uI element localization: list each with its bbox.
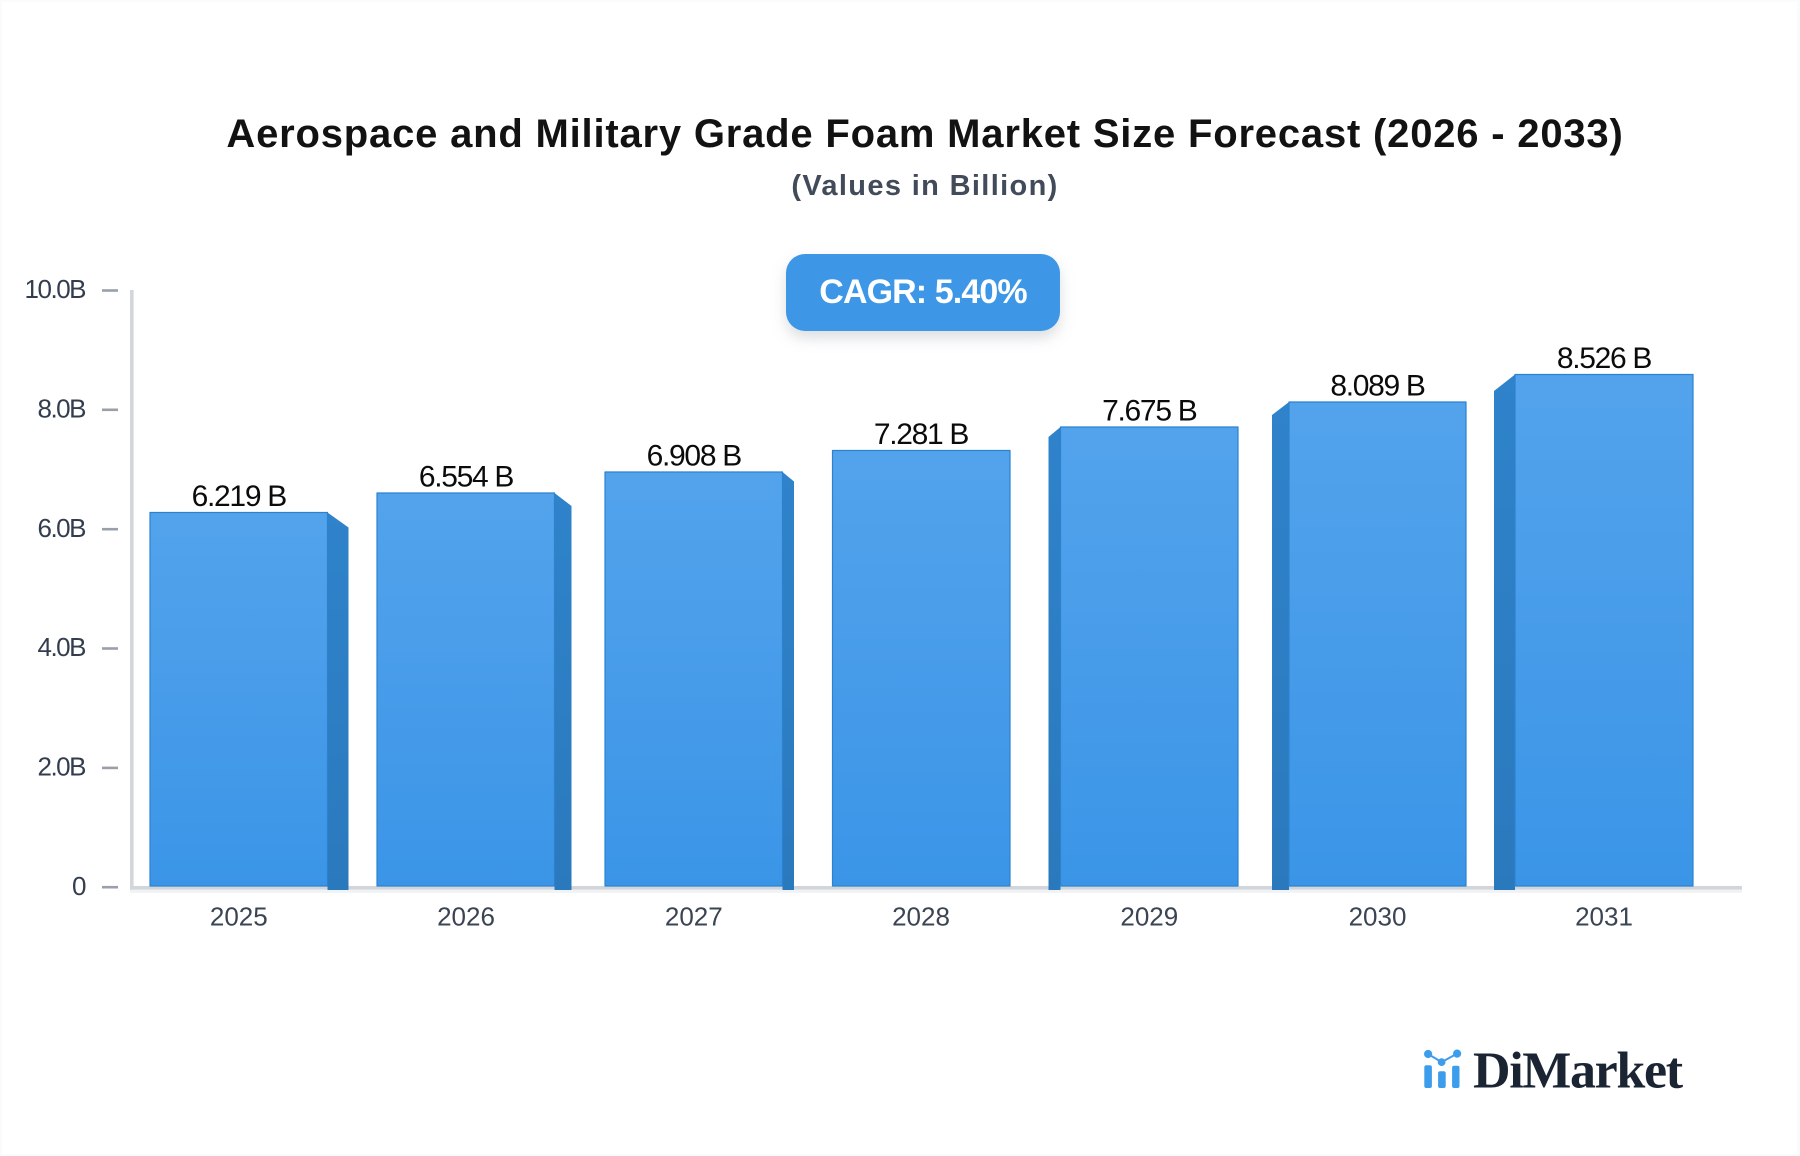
svg-text:2025: 2025	[210, 902, 268, 932]
svg-text:4.0B: 4.0B	[38, 632, 86, 662]
svg-text:DiMarket: DiMarket	[1473, 1043, 1684, 1100]
svg-text:0: 0	[72, 871, 86, 901]
svg-text:6.554 B: 6.554 B	[419, 461, 514, 494]
svg-text:6.908 B: 6.908 B	[647, 440, 742, 473]
svg-text:(Values in Billion): (Values in Billion)	[791, 170, 1058, 202]
svg-text:7.675 B: 7.675 B	[1102, 395, 1197, 428]
svg-text:2031: 2031	[1575, 902, 1633, 932]
svg-text:2026: 2026	[437, 902, 495, 932]
svg-text:2028: 2028	[892, 902, 950, 932]
svg-text:10.0B: 10.0B	[25, 274, 86, 304]
svg-text:8.526 B: 8.526 B	[1557, 342, 1652, 375]
svg-text:6.0B: 6.0B	[38, 513, 86, 543]
svg-text:2029: 2029	[1120, 902, 1178, 932]
svg-text:2.0B: 2.0B	[38, 752, 86, 782]
svg-text:8.089 B: 8.089 B	[1330, 370, 1425, 403]
svg-text:CAGR: 5.40%: CAGR: 5.40%	[819, 273, 1027, 311]
svg-text:6.219 B: 6.219 B	[192, 480, 287, 513]
svg-text:2030: 2030	[1349, 902, 1407, 932]
svg-text:2027: 2027	[665, 902, 723, 932]
svg-text:7.281 B: 7.281 B	[874, 418, 969, 451]
svg-text:8.0B: 8.0B	[38, 394, 86, 424]
svg-text:Aerospace and Military Grade F: Aerospace and Military Grade Foam Market…	[226, 112, 1623, 156]
